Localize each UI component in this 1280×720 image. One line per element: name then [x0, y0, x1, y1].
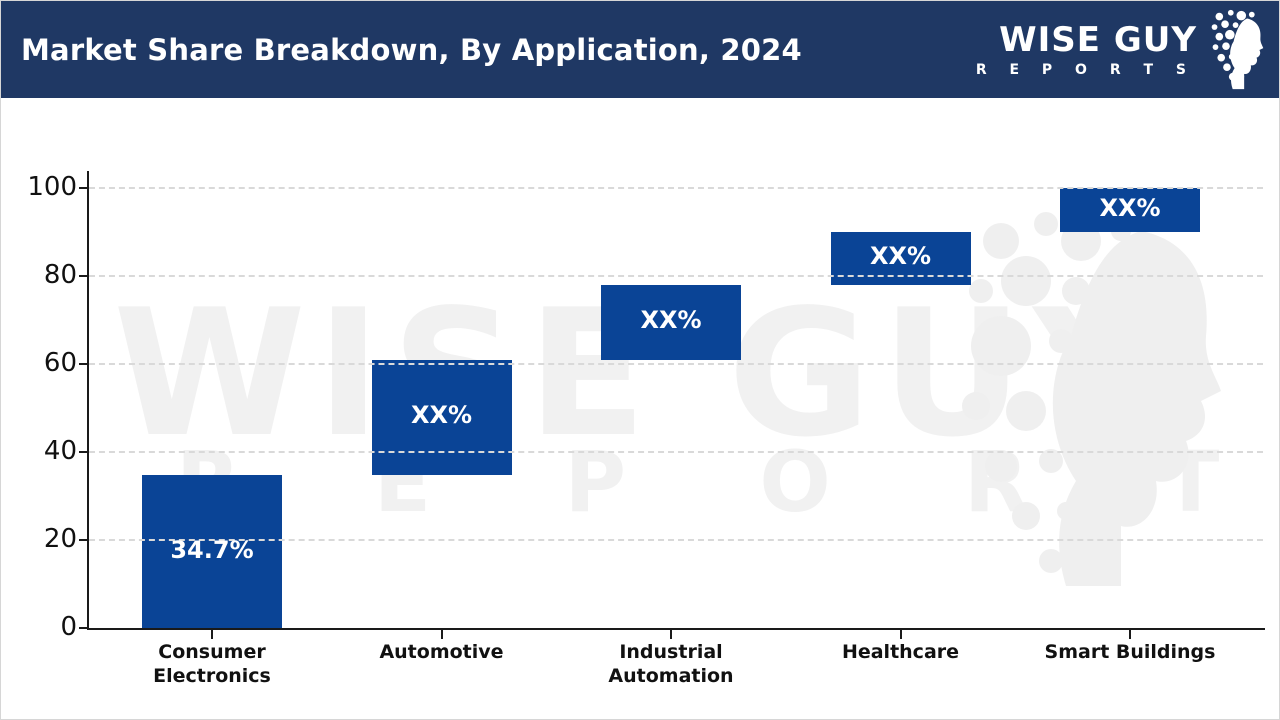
logo-name: WISE GUY: [999, 20, 1197, 60]
x-tickmark-automotive: [440, 630, 443, 639]
bar-consumer-electronics: [142, 475, 282, 628]
x-axis-label-industrial-automation: Industrial Automation: [608, 641, 734, 687]
x-tickmark-healthcare: [899, 630, 902, 639]
wiseguy-head-icon: [1211, 9, 1264, 90]
x-axis-label-healthcare: Healthcare: [841, 641, 960, 663]
y-axis-tick-60: 60: [43, 348, 77, 378]
x-tickmark-consumer-electronics: [211, 630, 213, 639]
y-axis-line: [87, 171, 89, 630]
logo-text: WISE GUY R E P O R T S: [976, 23, 1197, 77]
x-tickmark-smart-buildings: [1129, 630, 1131, 639]
y-tickmark-100: [79, 187, 89, 189]
bar-value-label-automotive: XX%: [410, 401, 473, 430]
wiseguy-logo: WISE GUY R E P O R T S: [976, 6, 1269, 94]
y-axis-tick-0: 0: [60, 612, 77, 642]
header-bar: Market Share Breakdown, By Application, …: [1, 1, 1279, 98]
y-tickmark-0: [79, 627, 89, 629]
gridline-40: [89, 451, 1263, 453]
bar-industrial-automation: [601, 284, 741, 360]
watermark-head-icon: [962, 212, 1221, 586]
page-title: Market Share Breakdown, By Application, …: [21, 32, 802, 67]
bar-value-label-industrial-automation: XX%: [640, 306, 702, 335]
x-axis-label-consumer-electronics: Consumer Electronics: [153, 641, 271, 687]
x-axis-label-automotive: Automotive: [379, 641, 504, 663]
x-axis-label-smart-buildings: Smart Buildings: [1044, 641, 1216, 663]
bar-smart-buildings: [1060, 188, 1200, 232]
bar-value-label-healthcare: XX%: [869, 242, 932, 271]
x-tickmark-industrial-automation: [670, 630, 672, 639]
bar-value-label-consumer-electronics: 34.7%: [170, 535, 254, 564]
y-tickmark-60: [79, 363, 89, 365]
gridline-20: [89, 539, 1263, 541]
y-tickmark-80: [79, 275, 89, 277]
gridline-60: [89, 363, 1263, 365]
y-tickmark-20: [79, 539, 89, 541]
x-axis-line: [87, 628, 1265, 630]
y-axis-tick-100: 100: [27, 172, 77, 202]
bar-automotive: [371, 359, 512, 476]
y-axis-tick-40: 40: [43, 436, 77, 466]
y-axis-tick-80: 80: [43, 260, 77, 290]
gridline-80: [89, 275, 1263, 277]
logo-subtitle: R E P O R T S: [975, 62, 1195, 78]
y-axis-tick-20: 20: [43, 524, 77, 554]
gridline-100: [89, 187, 1263, 189]
bar-value-label-smart-buildings: XX%: [1099, 194, 1161, 222]
y-tickmark-40: [79, 451, 89, 453]
